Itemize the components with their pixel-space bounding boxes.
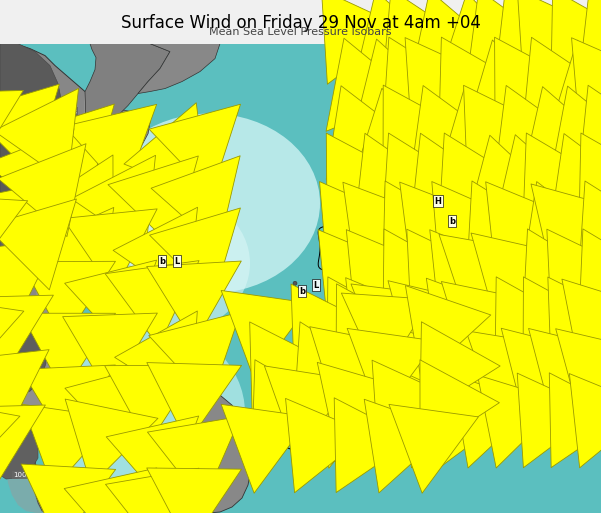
- Circle shape: [433, 171, 438, 176]
- Polygon shape: [6, 91, 150, 513]
- Polygon shape: [0, 205, 50, 283]
- Circle shape: [293, 281, 297, 285]
- Text: L: L: [313, 281, 319, 290]
- Polygon shape: [85, 44, 170, 182]
- Polygon shape: [178, 391, 251, 513]
- Polygon shape: [138, 44, 220, 93]
- Text: 1004: 1004: [368, 347, 388, 356]
- Circle shape: [440, 182, 444, 185]
- Polygon shape: [0, 325, 46, 397]
- Circle shape: [175, 366, 180, 371]
- Text: b: b: [299, 287, 305, 296]
- Text: 1008: 1008: [442, 169, 462, 178]
- Circle shape: [298, 287, 306, 295]
- Circle shape: [288, 302, 296, 309]
- Text: b: b: [449, 217, 455, 226]
- Text: 1003: 1003: [86, 228, 104, 234]
- Ellipse shape: [90, 193, 250, 333]
- Text: Surface Wind on Friday 29 Nov at 4am +04: Surface Wind on Friday 29 Nov at 4am +04: [121, 14, 480, 32]
- Circle shape: [446, 191, 450, 195]
- Circle shape: [169, 358, 175, 364]
- Text: L: L: [53, 184, 63, 199]
- Text: 1003: 1003: [49, 203, 67, 208]
- Polygon shape: [0, 44, 150, 513]
- Text: 1000: 1000: [361, 241, 380, 250]
- Text: 1005: 1005: [53, 159, 71, 165]
- Text: Mean Sea Level Pressure Isobars: Mean Sea Level Pressure Isobars: [209, 27, 392, 36]
- Polygon shape: [182, 371, 194, 381]
- Circle shape: [166, 351, 170, 355]
- Circle shape: [309, 298, 315, 304]
- Text: L: L: [174, 257, 180, 266]
- Text: 1008: 1008: [59, 109, 77, 114]
- Ellipse shape: [100, 113, 320, 293]
- Text: 1008: 1008: [410, 77, 430, 86]
- Text: b: b: [159, 257, 165, 266]
- Text: 1003: 1003: [13, 472, 31, 478]
- Ellipse shape: [45, 323, 245, 503]
- Polygon shape: [0, 44, 62, 195]
- Text: H: H: [435, 197, 442, 206]
- Polygon shape: [0, 425, 38, 479]
- Circle shape: [444, 162, 447, 165]
